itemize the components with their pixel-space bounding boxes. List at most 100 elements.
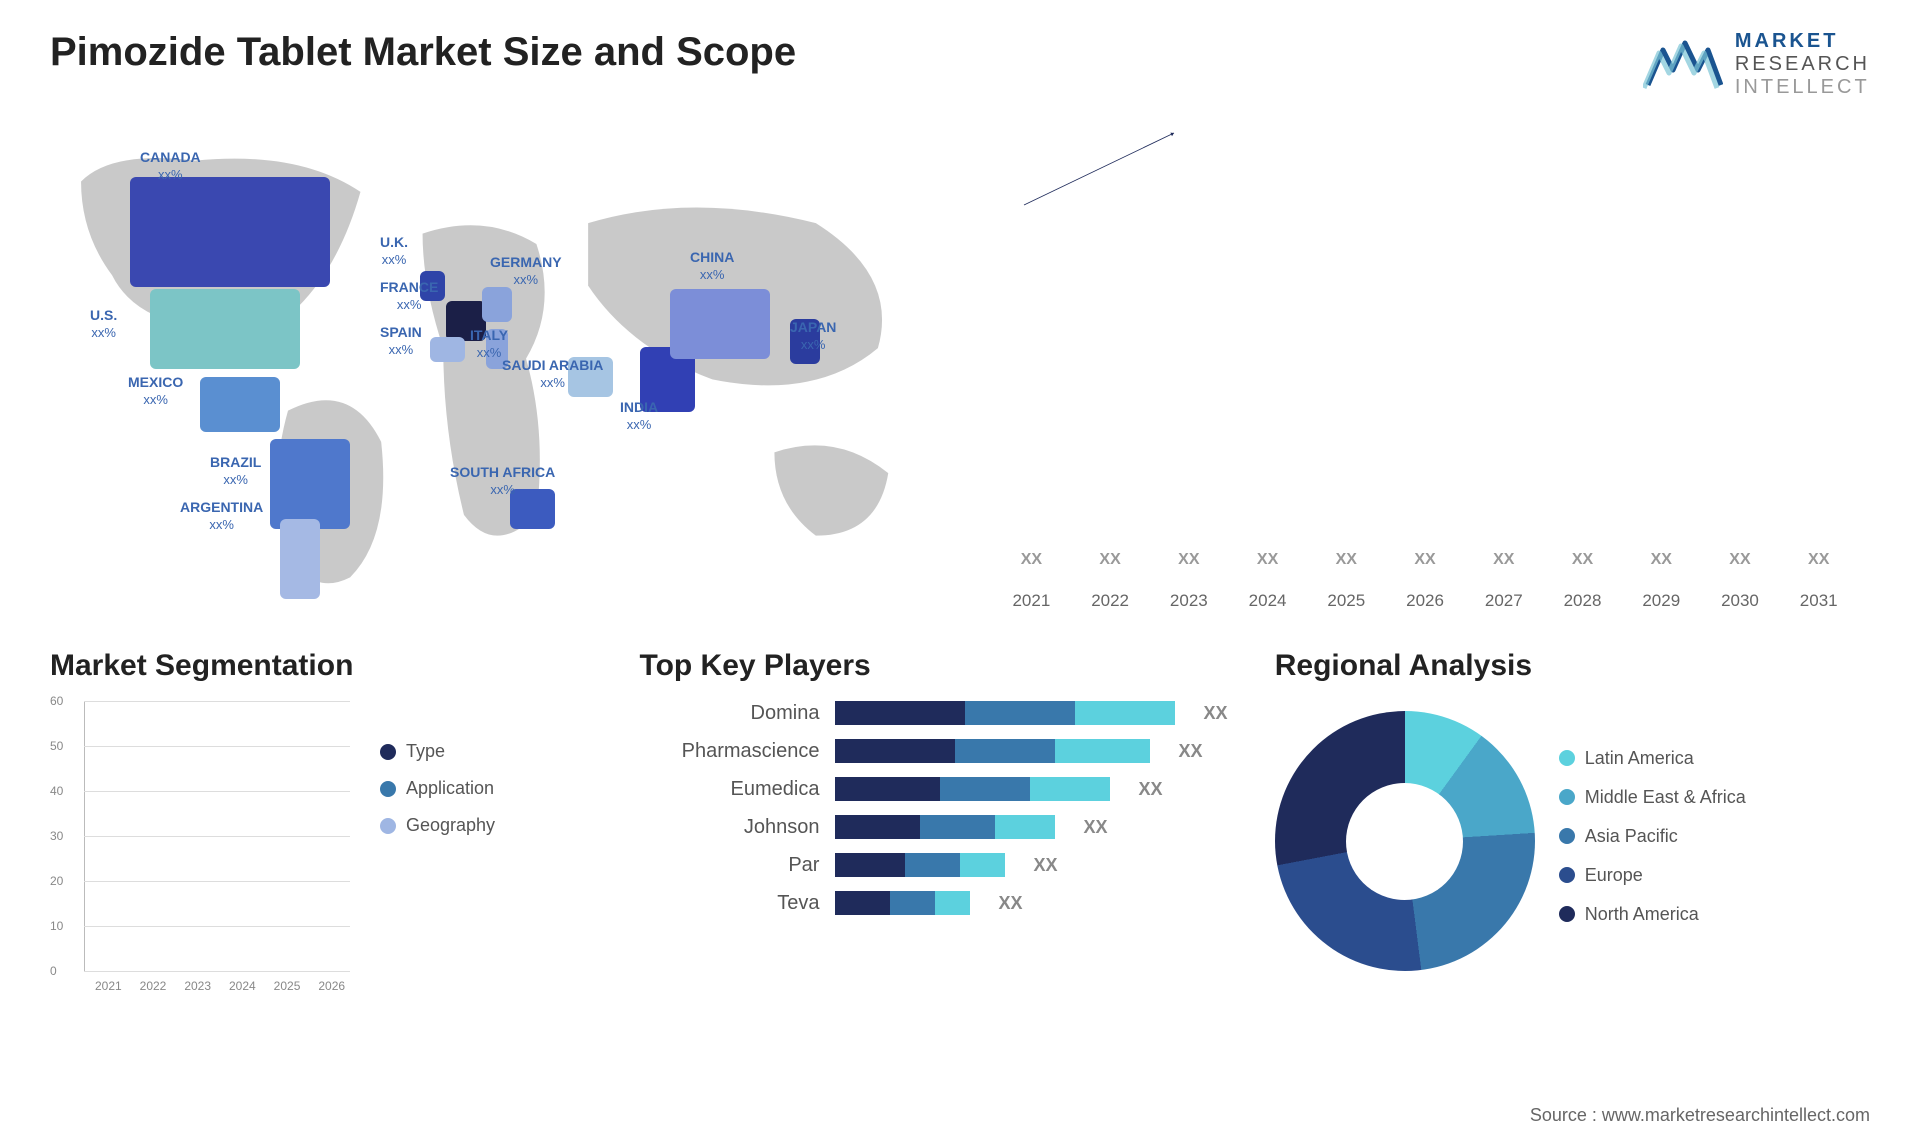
- seg-ytick-label: 40: [50, 784, 63, 798]
- trend-bar-year-label: 2029: [1630, 591, 1693, 611]
- seg-legend-item: Geography: [380, 815, 495, 836]
- logo-line2: RESEARCH: [1735, 53, 1870, 76]
- country-blob: [482, 287, 512, 322]
- key-player-row: PharmascienceXX: [639, 739, 1234, 763]
- trend-bar-value-label: XX: [1079, 551, 1142, 569]
- country-label: U.K.xx%: [380, 234, 408, 268]
- trend-bar-year-label: 2028: [1551, 591, 1614, 611]
- key-player-bar-segment: [955, 739, 1055, 763]
- legend-swatch-icon: [1559, 867, 1575, 883]
- key-player-value: XX: [1203, 703, 1227, 724]
- key-player-bar-segment: [835, 815, 920, 839]
- country-label: FRANCExx%: [380, 279, 438, 313]
- key-player-name: Teva: [639, 892, 819, 915]
- regional-legend-item: North America: [1559, 904, 1746, 925]
- regional-legend-item: Middle East & Africa: [1559, 787, 1746, 808]
- logo-m-icon: [1643, 35, 1723, 95]
- key-player-name: Johnson: [639, 816, 819, 839]
- trend-bar-value-label: XX: [1394, 551, 1457, 569]
- legend-swatch-icon: [380, 781, 396, 797]
- key-player-value: XX: [1083, 817, 1107, 838]
- key-player-row: Eumedica XX: [639, 777, 1234, 801]
- trend-bar-value-label: XX: [1630, 551, 1693, 569]
- key-player-bar-segment: [835, 701, 965, 725]
- legend-label: Geography: [406, 815, 495, 836]
- seg-ytick-label: 20: [50, 874, 63, 888]
- country-label: INDIAxx%: [620, 399, 658, 433]
- trend-bar-value-label: XX: [1551, 551, 1614, 569]
- segmentation-legend: Type Application Geography: [380, 741, 495, 836]
- donut-hole: [1346, 783, 1463, 900]
- seg-bar-year-label: 2021: [90, 979, 127, 993]
- key-player-value: XX: [998, 893, 1022, 914]
- regional-legend-item: Latin America: [1559, 748, 1746, 769]
- country-blob: [670, 289, 770, 359]
- country-label: BRAZILxx%: [210, 454, 261, 488]
- seg-bar-year-label: 2022: [135, 979, 172, 993]
- page-title: Pimozide Tablet Market Size and Scope: [50, 30, 796, 75]
- seg-ytick-label: 10: [50, 919, 63, 933]
- trend-bar-value-label: XX: [1157, 551, 1220, 569]
- seg-bar-year-label: 2023: [179, 979, 216, 993]
- key-players-title: Top Key Players: [639, 649, 1234, 683]
- country-label: JAPANxx%: [790, 319, 836, 353]
- country-blob: [280, 519, 320, 599]
- regional-legend-item: Europe: [1559, 865, 1746, 886]
- source-attribution: Source : www.marketresearchintellect.com: [1530, 1105, 1870, 1126]
- regional-donut-chart: [1275, 711, 1535, 971]
- trend-bar-value-label: XX: [1787, 551, 1850, 569]
- seg-bar-year-label: 2025: [269, 979, 306, 993]
- legend-label: Type: [406, 741, 445, 762]
- seg-bar-year-label: 2024: [224, 979, 261, 993]
- key-player-bar: [835, 739, 1150, 763]
- seg-bar-year-label: 2026: [313, 979, 350, 993]
- legend-label: Asia Pacific: [1585, 826, 1678, 847]
- key-player-name: Eumedica: [639, 778, 819, 801]
- key-player-bar-segment: [835, 853, 905, 877]
- key-player-row: Johnson XX: [639, 815, 1234, 839]
- trend-bar-value-label: XX: [1472, 551, 1535, 569]
- country-label: SOUTH AFRICAxx%: [450, 464, 555, 498]
- key-player-bar-segment: [995, 815, 1055, 839]
- trend-bar-year-label: 2023: [1157, 591, 1220, 611]
- seg-legend-item: Type: [380, 741, 495, 762]
- legend-label: Latin America: [1585, 748, 1694, 769]
- seg-ytick-label: 60: [50, 694, 63, 708]
- key-player-bar-segment: [905, 853, 960, 877]
- trend-bar-value-label: XX: [1000, 551, 1063, 569]
- key-player-bar: [835, 853, 1005, 877]
- trend-bar-year-label: 2031: [1787, 591, 1850, 611]
- key-player-row: ParXX: [639, 853, 1234, 877]
- seg-ytick-label: 0: [50, 964, 57, 978]
- key-player-row: Teva XX: [639, 891, 1234, 915]
- key-player-bar-segment: [835, 739, 955, 763]
- country-blob: [430, 337, 465, 362]
- seg-legend-item: Application: [380, 778, 495, 799]
- legend-label: North America: [1585, 904, 1699, 925]
- key-player-bar-segment: [890, 891, 935, 915]
- trend-bar-year-label: 2021: [1000, 591, 1063, 611]
- key-player-bar-segment: [960, 853, 1005, 877]
- country-blob: [200, 377, 280, 432]
- world-map-panel: CANADAxx%U.S.xx%MEXICOxx%BRAZILxx%ARGENT…: [50, 119, 940, 619]
- country-label: MEXICOxx%: [128, 374, 183, 408]
- country-label: SAUDI ARABIAxx%: [502, 357, 603, 391]
- legend-swatch-icon: [1559, 906, 1575, 922]
- key-player-bar: [835, 701, 1175, 725]
- key-player-bar: [835, 777, 1110, 801]
- country-blob: [270, 439, 350, 529]
- regional-legend: Latin America Middle East & Africa Asia Pa…: [1559, 748, 1746, 925]
- key-player-bar-segment: [1075, 701, 1175, 725]
- legend-swatch-icon: [380, 744, 396, 760]
- country-label: CANADAxx%: [140, 149, 201, 183]
- key-player-value: XX: [1138, 779, 1162, 800]
- legend-swatch-icon: [1559, 828, 1575, 844]
- regional-legend-item: Asia Pacific: [1559, 826, 1746, 847]
- key-player-bar: [835, 815, 1055, 839]
- legend-swatch-icon: [1559, 789, 1575, 805]
- country-label: ARGENTINAxx%: [180, 499, 263, 533]
- key-player-value: XX: [1178, 741, 1202, 762]
- country-label: ITALYxx%: [470, 327, 508, 361]
- seg-ytick-label: 30: [50, 829, 63, 843]
- key-player-bar-segment: [965, 701, 1075, 725]
